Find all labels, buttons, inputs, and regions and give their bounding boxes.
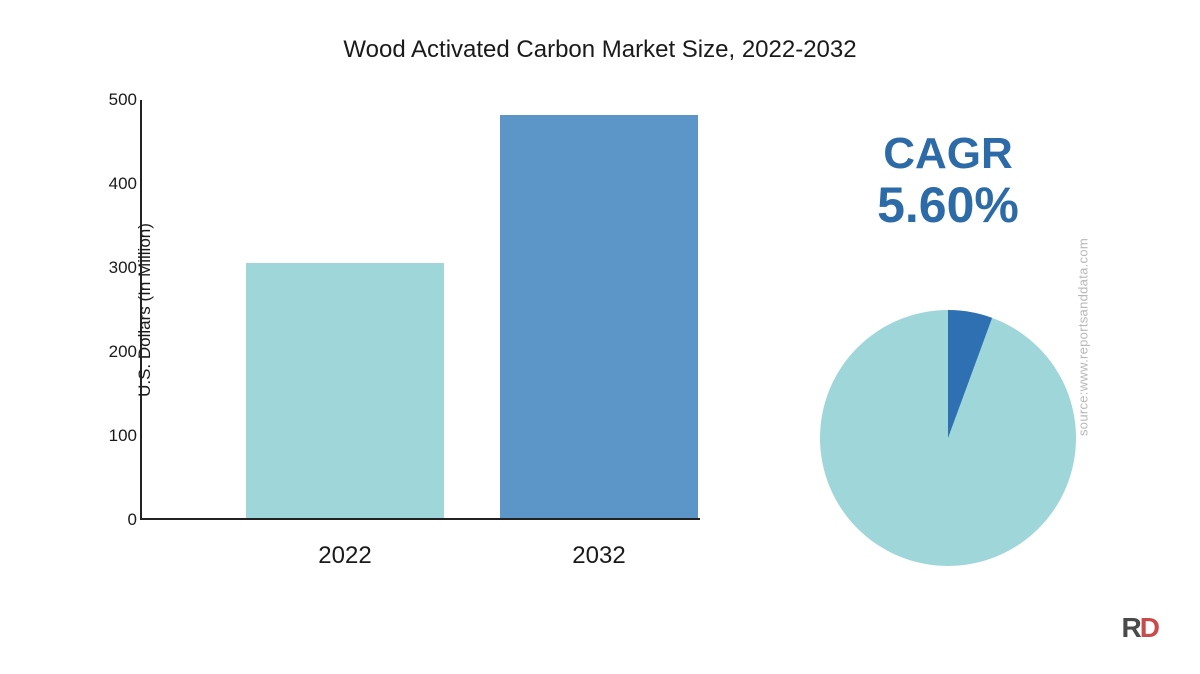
y-tick: 100 xyxy=(97,426,137,446)
cagr-value: 5.60% xyxy=(808,178,1088,233)
source-text: source:www.reportsanddata.com xyxy=(1075,238,1090,436)
x-axis-label: 2022 xyxy=(318,542,371,570)
logo-letter-r: R xyxy=(1122,612,1140,643)
y-tick: 200 xyxy=(97,342,137,362)
plot-area: 010020030040050020222032 xyxy=(140,100,700,520)
bar xyxy=(500,115,698,518)
x-axis-label: 2032 xyxy=(572,542,625,570)
cagr-label: CAGR xyxy=(808,130,1088,178)
logo-letter-d: D xyxy=(1140,612,1158,643)
y-tick: 400 xyxy=(97,174,137,194)
y-tick: 0 xyxy=(97,510,137,530)
bar-chart: U.S. Dollars (In Million) 01002003004005… xyxy=(140,100,700,520)
cagr-block: CAGR 5.60% xyxy=(808,130,1088,233)
y-tick: 300 xyxy=(97,258,137,278)
pie-svg xyxy=(820,310,1076,566)
pie-chart xyxy=(820,310,1076,566)
bar xyxy=(246,263,444,518)
chart-title: Wood Activated Carbon Market Size, 2022-… xyxy=(0,36,1200,64)
logo: RD xyxy=(1122,612,1158,644)
y-tick: 500 xyxy=(97,90,137,110)
